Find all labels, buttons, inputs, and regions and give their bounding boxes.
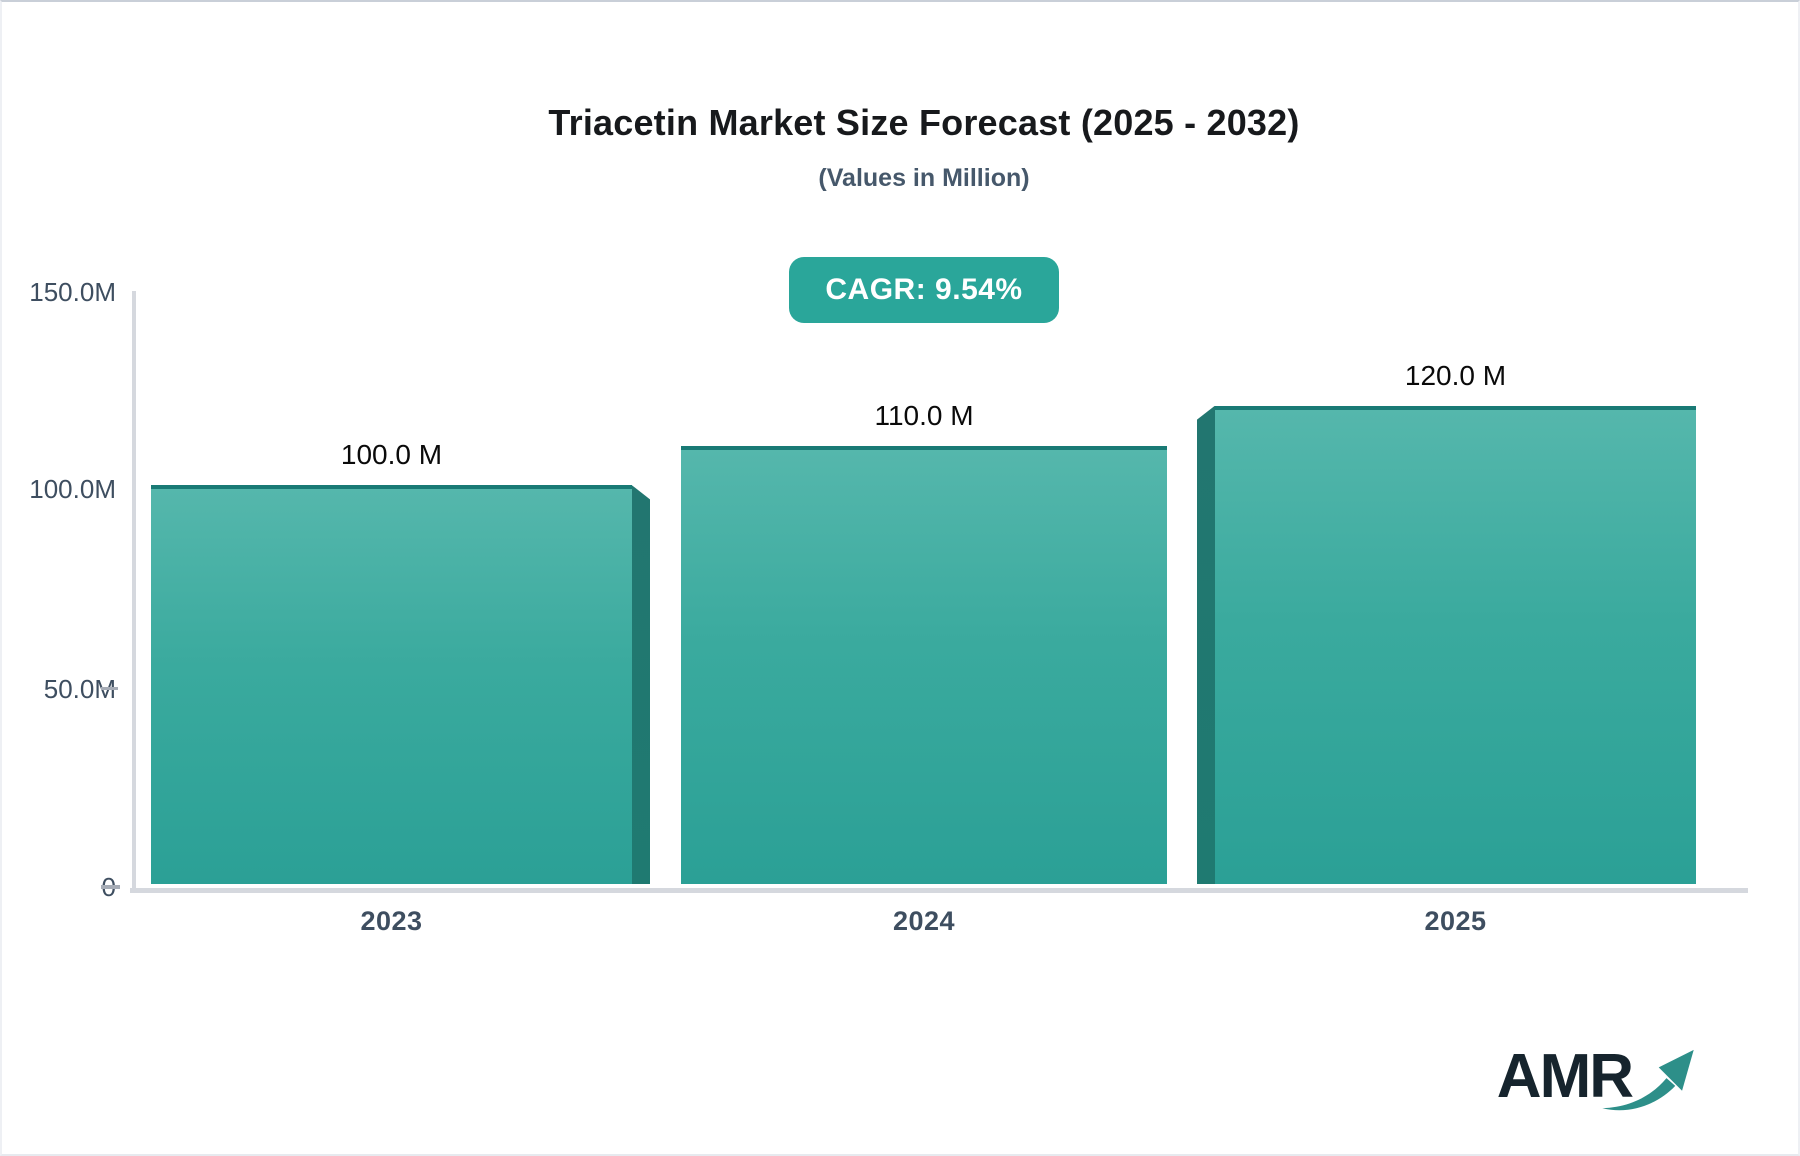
y-tick-label-0: 0 [6, 872, 116, 902]
y-tick-label-150: 150.0M [29, 277, 116, 307]
x-axis-line [130, 888, 1748, 893]
bar-group-2024: 110.0 M 2024 [681, 399, 1167, 936]
bar-3d-side-right [632, 485, 650, 884]
y-tick-mark-50 [101, 687, 118, 690]
amr-logo: AMR [1496, 1042, 1698, 1111]
bar-value-label-2023: 100.0 M [340, 439, 443, 471]
bar-group-2023: 100.0 M 2023 [151, 439, 650, 936]
chart-subtitle: (Values in Million) [818, 164, 1030, 192]
cagr-badge-row: CAGR: 9.54% [132, 257, 1716, 323]
bar-2025 [1197, 405, 1696, 884]
y-tick-label-100: 100.0M [29, 474, 116, 504]
bar-value-label-2024: 110.0 M [874, 399, 974, 431]
trending-up-arrow-icon [1602, 1049, 1694, 1111]
y-tick-label-50: 50.0M [43, 674, 116, 704]
bar-group-2025: 120.0 M 2025 [1197, 359, 1696, 936]
bar-2023 [151, 485, 650, 884]
y-tick-mark-0 [101, 885, 120, 889]
bar-2024 [681, 445, 1167, 884]
bar-3d-side-left [1197, 405, 1215, 884]
cagr-badge: CAGR: 9.54% [789, 257, 1059, 323]
x-tick-label-2024: 2024 [892, 906, 956, 936]
bar-value-label-2025: 120.0 M [1404, 359, 1507, 391]
x-tick-label-2025: 2025 [1424, 906, 1487, 936]
amr-logo-text: AMR [1496, 1042, 1634, 1111]
x-tick-label-2023: 2023 [360, 906, 423, 936]
y-axis-line [132, 291, 136, 890]
chart-title: Triacetin Market Size Forecast (2025 - 2… [548, 102, 1300, 143]
